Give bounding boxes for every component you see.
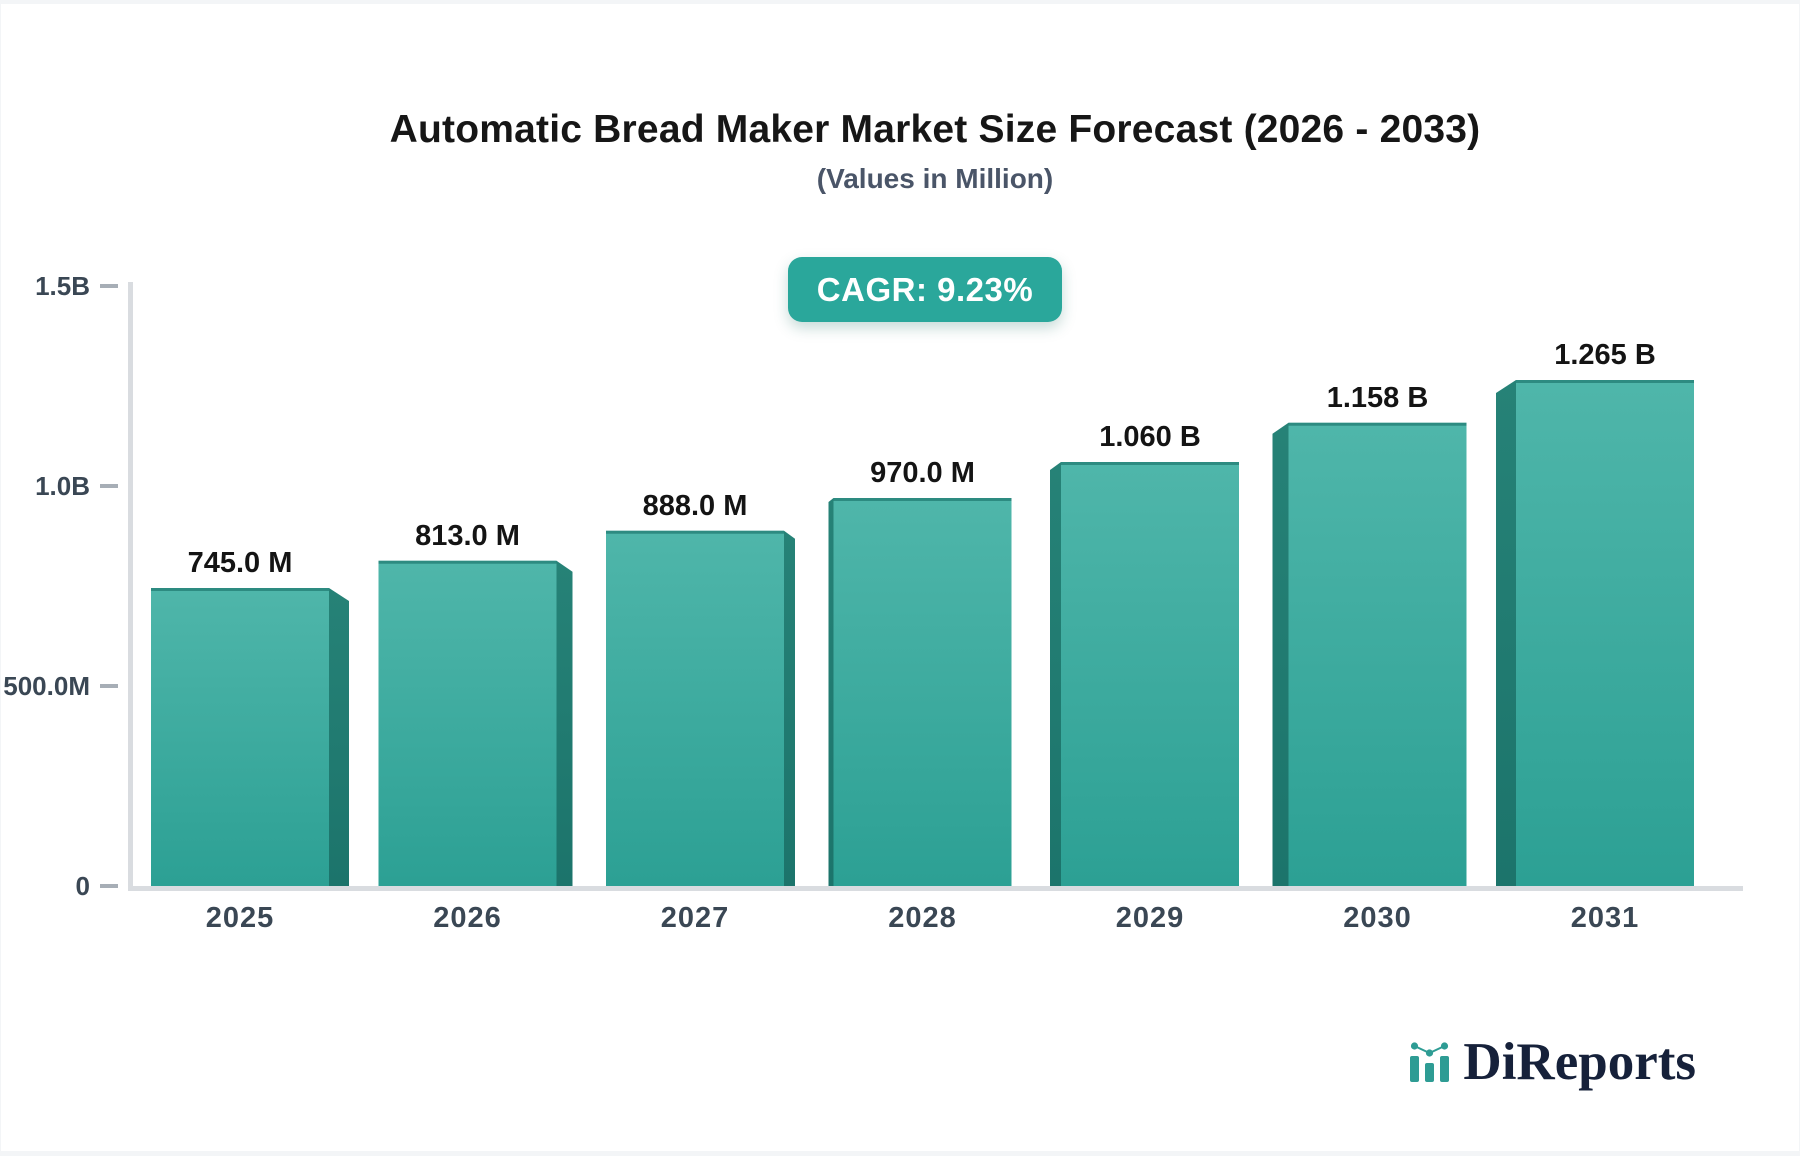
bar-front-face [378,560,557,886]
bar-front-face [151,588,329,886]
x-axis-label: 2027 [661,902,730,934]
x-axis-label: 2028 [888,902,957,934]
bar-front-face [1061,462,1239,886]
y-axis-line [128,282,133,891]
bar-2026 [378,560,573,886]
bar-side-face [1496,380,1516,886]
bar-side-face [1050,462,1061,886]
logo-bar [1425,1063,1435,1082]
bar-value-label: 1.060 B [1099,421,1201,453]
bar-side-face [329,588,349,886]
logo-bar [1440,1056,1450,1082]
x-axis-line [128,886,1743,891]
bar-value-label: 888.0 M [643,490,748,522]
bar-2031 [1496,380,1694,886]
chart-subtitle: (Values in Million) [816,163,1054,194]
y-tick-mark [100,884,118,888]
y-tick-label: 1.5B [35,271,90,301]
cagr-badge: CAGR: 9.23% [788,257,1062,322]
y-tick-label: 500.0M [3,671,90,701]
bar-front-face [833,498,1012,886]
bar-value-label: 813.0 M [415,520,520,552]
y-tick-mark [100,484,118,488]
logo-dot [1441,1042,1449,1050]
bar-2027 [606,530,795,886]
bar-chart-logo-icon [1410,1042,1450,1082]
bar-value-label: 1.158 B [1327,382,1429,414]
bar-2028 [828,498,1012,886]
x-axis-label: 2031 [1571,902,1640,934]
bar-2025 [151,588,349,886]
bar-2029 [1050,462,1239,886]
bar-front-face [1516,380,1694,886]
x-axis-label: 2030 [1343,902,1412,934]
x-axis-label: 2029 [1116,902,1185,934]
logo: DiReports [1409,1033,1696,1091]
bar-front-face [1288,422,1467,886]
bar-side-face [784,530,795,886]
bar-value-label: 970.0 M [870,457,975,489]
bar-2030 [1272,422,1467,886]
chart-title: Automatic Bread Maker Market Size Foreca… [389,108,1481,151]
logo-text: DiReports [1463,1033,1696,1091]
bar-side-face [556,560,573,886]
logo-dot [1411,1042,1419,1050]
bar-value-label: 1.265 B [1554,339,1656,371]
x-axis-label: 2025 [206,902,275,934]
y-tick-mark [100,684,118,688]
bar-side-face [1272,422,1289,886]
logo-bar [1410,1056,1420,1082]
y-tick-label: 1.0B [35,471,90,501]
bar-value-label: 745.0 M [188,547,293,579]
x-axis-label: 2026 [433,902,502,934]
bar-front-face [606,530,784,886]
logo-dot [1426,1049,1434,1057]
bar-side-face [828,498,834,886]
y-tick-mark [100,284,118,288]
y-tick-label: 0 [76,871,90,901]
